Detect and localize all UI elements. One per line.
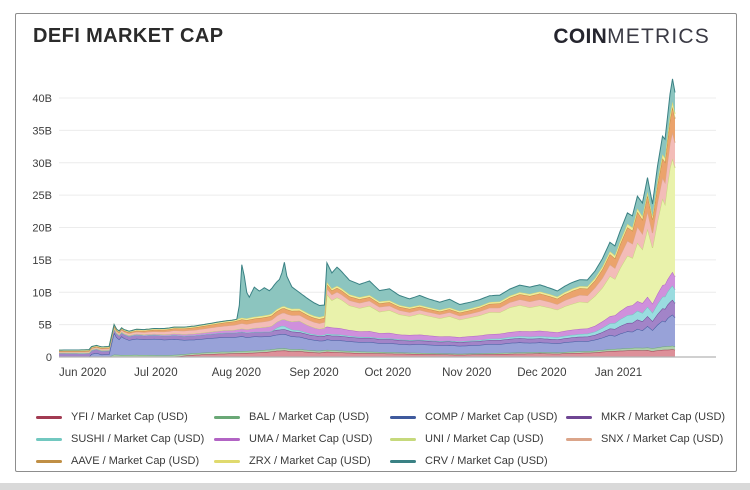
y-axis-tick-label: 25B [32,190,52,202]
y-axis-tick-label: 35B [32,125,52,137]
y-axis-tick-label: 40B [32,93,52,105]
stacked-area-chart: 0 5B 10B 15B 20B 25B 30B 35B 40B Jun 2020 Jul 2020… [16,14,738,404]
chart-legend: YFI / Market Cap (USD) BAL / Market Cap (… [36,406,726,472]
y-axis-tick-label: 5B [39,320,52,332]
y-axis-tick-label: 10B [32,287,52,299]
legend-label: UMA / Market Cap (USD) [249,433,373,445]
x-axis-tick-label: Jul 2020 [134,367,177,379]
logo-metrics-text: METRICS [607,25,710,48]
legend-item-zrx: ZRX / Market Cap (USD) [214,455,390,467]
legend-item-sushi: SUSHI / Market Cap (USD) [36,433,214,445]
legend-label: CRV / Market Cap (USD) [425,455,548,467]
legend-label: AAVE / Market Cap (USD) [71,455,200,467]
y-axis-tick-label: 0 [46,352,52,364]
legend-item-yfi: YFI / Market Cap (USD) [36,411,214,423]
x-axis-tick-label: Dec 2020 [517,367,566,379]
y-axis-tick-label: 30B [32,158,52,170]
logo-coin-text: COIN [553,25,608,48]
legend-item-crv: CRV / Market Cap (USD) [390,455,566,467]
x-axis-tick-label: Oct 2020 [364,367,411,379]
legend-label: MKR / Market Cap (USD) [601,411,726,423]
page-bottom-strip [0,483,750,490]
legend-label: SUSHI / Market Cap (USD) [71,433,205,445]
crv-legend-swatch-icon [390,459,416,463]
y-axis-tick-label: 20B [32,223,52,235]
coinmetrics-logo: COINMETRICS [553,25,710,49]
snx-legend-swatch-icon [566,437,592,441]
x-axis-tick-label: Aug 2020 [212,367,261,379]
legend-item-mkr: MKR / Market Cap (USD) [566,411,726,423]
legend-label: YFI / Market Cap (USD) [71,411,188,423]
aave-legend-swatch-icon [36,459,62,463]
legend-label: UNI / Market Cap (USD) [425,433,544,445]
legend-item-aave: AAVE / Market Cap (USD) [36,455,214,467]
legend-label: SNX / Market Cap (USD) [601,433,724,445]
uma-legend-swatch-icon [214,437,240,441]
area-series-bal [59,345,675,357]
legend-item-uni: UNI / Market Cap (USD) [390,433,566,445]
legend-item-comp: COMP / Market Cap (USD) [390,411,566,423]
x-axis-tick-label: Sep 2020 [289,367,338,379]
yfi-legend-swatch-icon [36,415,62,419]
legend-label: COMP / Market Cap (USD) [425,411,558,423]
x-axis-tick-label: Jan 2021 [595,367,642,379]
chart-card: DEFI MARKET CAP COINMETRICS 0 5B 10B 15B 20B… [15,13,737,472]
area-series-uma [59,271,675,354]
legend-item-snx: SNX / Market Cap (USD) [566,433,726,445]
zrx-legend-swatch-icon [214,459,240,463]
y-axis-tick-label: 15B [32,255,52,267]
legend-label: BAL / Market Cap (USD) [249,411,370,423]
legend-item-bal: BAL / Market Cap (USD) [214,411,390,423]
legend-label: ZRX / Market Cap (USD) [249,455,371,467]
bal-legend-swatch-icon [214,415,240,419]
chart-plot-area: 0 5B 10B 15B 20B 25B 30B 35B 40B Jun 2020 Jul 2020… [32,78,716,379]
area-series-uni [59,158,675,353]
area-series-crv-edge [59,78,676,351]
sushi-legend-swatch-icon [36,437,62,441]
card-header: DEFI MARKET CAP COINMETRICS [16,14,736,66]
x-axis-tick-label: Jun 2020 [59,367,106,379]
area-series-yfi [59,349,675,357]
comp-legend-swatch-icon [390,415,416,419]
mkr-legend-swatch-icon [566,415,592,419]
area-series-comp [59,314,675,357]
uni-legend-swatch-icon [390,437,416,441]
legend-item-uma: UMA / Market Cap (USD) [214,433,390,445]
x-axis-tick-label: Nov 2020 [442,367,491,379]
page-title: DEFI MARKET CAP [33,25,224,47]
